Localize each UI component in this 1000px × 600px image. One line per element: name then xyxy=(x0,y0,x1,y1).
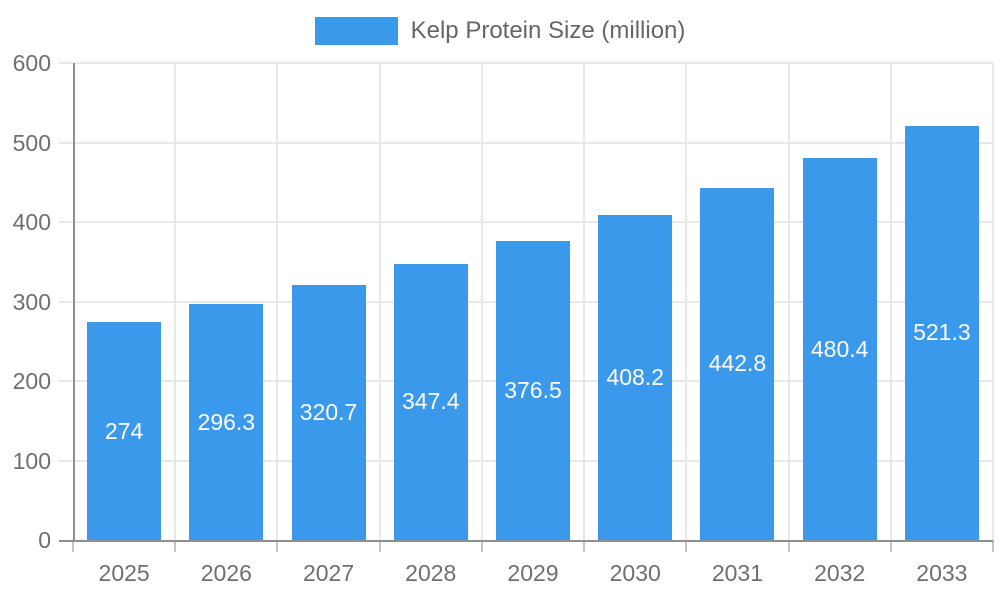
bar-2030[interactable]: 408.2 xyxy=(598,215,673,540)
x-axis-label: 2030 xyxy=(609,560,661,586)
legend-label: Kelp Protein Size (million) xyxy=(410,17,686,44)
legend[interactable]: Kelp Protein Size (million) xyxy=(0,17,1000,45)
x-axis-tick xyxy=(378,540,381,552)
y-axis-label: 200 xyxy=(12,368,51,395)
bar-value-label: 442.8 xyxy=(708,350,767,377)
gridline-vertical xyxy=(480,63,483,540)
x-axis-tick xyxy=(787,540,790,552)
bar-value-label: 320.7 xyxy=(299,399,358,426)
x-axis-tick xyxy=(72,540,74,552)
x-axis-label: 2027 xyxy=(302,560,355,586)
y-axis-label: 600 xyxy=(12,50,51,76)
gridline-vertical xyxy=(787,63,790,540)
y-axis-label: 500 xyxy=(12,129,51,156)
bar-value-label: 480.4 xyxy=(810,335,869,362)
y-axis-label: 100 xyxy=(12,447,51,474)
x-axis-label: 2029 xyxy=(507,560,559,586)
x-axis-label: 2031 xyxy=(711,560,764,586)
y-axis-label: 0 xyxy=(38,527,51,553)
y-axis-line xyxy=(73,63,75,540)
bar-value-label: 296.3 xyxy=(197,408,256,435)
bar-2031[interactable]: 442.8 xyxy=(700,187,775,540)
x-axis-tick xyxy=(174,540,177,552)
x-axis-tick xyxy=(992,540,994,552)
bar-value-label: 521.3 xyxy=(913,319,971,346)
x-axis-label: 2032 xyxy=(814,560,866,586)
x-axis-line xyxy=(59,540,993,542)
gridline-vertical xyxy=(378,63,381,540)
bar-value-label: 408.2 xyxy=(606,364,664,391)
y-axis-label: 300 xyxy=(12,288,51,315)
bar-2027[interactable]: 320.7 xyxy=(291,285,366,540)
bar-value-label: 376.5 xyxy=(504,376,562,403)
gridline-vertical xyxy=(685,63,688,540)
bar-value-label: 347.4 xyxy=(401,388,460,415)
x-axis-label: 2026 xyxy=(200,560,252,586)
bar-value-label: 274 xyxy=(104,417,144,444)
gridline-horizontal xyxy=(59,141,993,144)
legend-swatch xyxy=(314,17,398,45)
gridline-horizontal xyxy=(59,221,993,224)
gridline-vertical xyxy=(583,63,586,540)
plot-area: 0 100 200 300 400 500 600 274 2025 296.3 2026 320.7… xyxy=(13,50,994,586)
gridline-vertical xyxy=(992,63,994,540)
gridline-vertical xyxy=(276,63,279,540)
bar-2029[interactable]: 376.5 xyxy=(496,240,570,540)
gridline-vertical xyxy=(889,63,892,540)
bar-2025[interactable]: 274 xyxy=(87,322,162,540)
gridline-vertical xyxy=(174,63,177,540)
x-axis-label: 2028 xyxy=(405,560,457,586)
bar-2033[interactable]: 521.3 xyxy=(904,125,979,540)
bar-2032[interactable]: 480.4 xyxy=(802,158,877,540)
bar-2026[interactable]: 296.3 xyxy=(189,304,264,540)
y-axis-label: 400 xyxy=(12,209,51,236)
x-axis-label: 2033 xyxy=(916,560,968,586)
x-axis-tick xyxy=(889,540,892,552)
x-axis-tick xyxy=(276,540,279,552)
gridline-horizontal xyxy=(59,62,993,64)
x-axis-label: 2025 xyxy=(98,560,150,586)
x-axis-tick xyxy=(480,540,483,552)
x-axis-tick xyxy=(583,540,586,552)
x-axis-tick xyxy=(685,540,688,552)
bar-2028[interactable]: 347.4 xyxy=(393,263,468,540)
